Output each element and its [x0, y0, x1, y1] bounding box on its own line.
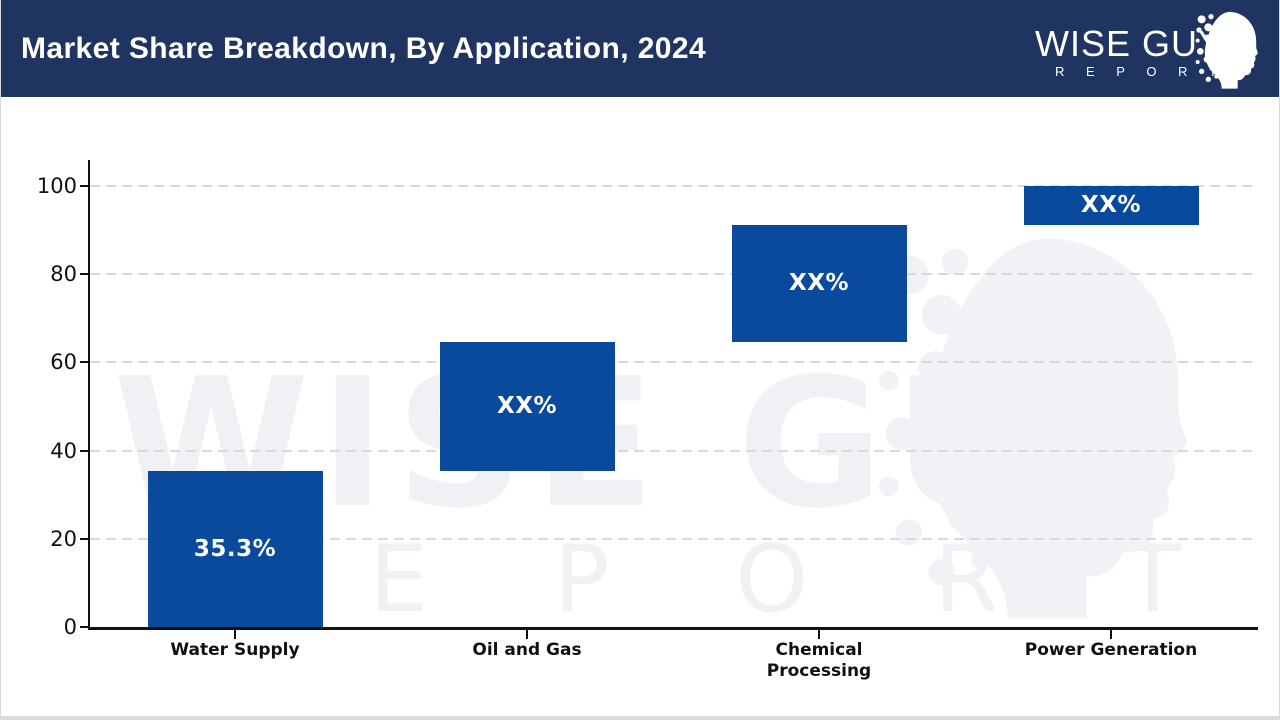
page-title: Market Share Breakdown, By Application, … [21, 31, 707, 65]
x-tick-mark [526, 630, 528, 639]
x-category-label-chemical-processing: Chemical Processing [766, 640, 872, 681]
y-axis-line [88, 160, 90, 628]
x-tick-mark [818, 630, 820, 639]
x-category-label-water-supply: Water Supply [170, 640, 300, 660]
y-tick-label: 0 [63, 615, 77, 639]
x-tick-mark [1110, 630, 1112, 639]
y-tick-label: 100 [36, 174, 77, 198]
bar-chemical-processing: XX% [731, 224, 907, 342]
gridline [90, 449, 1258, 452]
x-category-label-oil-and-gas: Oil and Gas [472, 640, 582, 660]
x-axis-line [88, 627, 1258, 630]
x-category-label-power-generation: Power Generation [1024, 640, 1198, 660]
gridline [90, 537, 1258, 540]
y-tick-mark [80, 626, 89, 628]
y-tick-label: 20 [50, 526, 77, 551]
logo-wordmark: WISE GUY [1035, 23, 1224, 64]
bar-value-label: XX% [496, 393, 557, 420]
bar-value-label: XX% [788, 270, 849, 297]
x-tick-mark [234, 630, 236, 639]
bar-value-label: XX% [1080, 192, 1141, 219]
gridline [90, 361, 1258, 364]
y-tick-mark [80, 273, 89, 276]
y-tick-label: 60 [50, 350, 77, 375]
bar-oil-and-gas: XX% [439, 341, 615, 472]
y-tick-mark [80, 537, 89, 540]
y-tick-label: 40 [50, 438, 77, 463]
logo-subtitle: R E P O R T S [1055, 64, 1256, 79]
gridline [90, 185, 1258, 187]
y-tick-mark [80, 361, 89, 364]
watermark: WISE GUY R E P O R T S [1, 97, 1279, 716]
y-tick-mark [80, 185, 89, 187]
bottom-border-strip [1, 716, 1279, 720]
bar-power-generation: XX% [1023, 186, 1199, 225]
wiseguy-logo: WISE GUY R E P O R T S [1013, 10, 1263, 90]
bar-water-supply: 35.3% [147, 471, 323, 627]
y-tick-label: 80 [50, 262, 77, 287]
bar-value-label: 35.3% [193, 536, 277, 563]
gridline [90, 273, 1258, 276]
header-bar: Market Share Breakdown, By Application, … [1, 0, 1279, 97]
y-tick-mark [80, 449, 89, 452]
